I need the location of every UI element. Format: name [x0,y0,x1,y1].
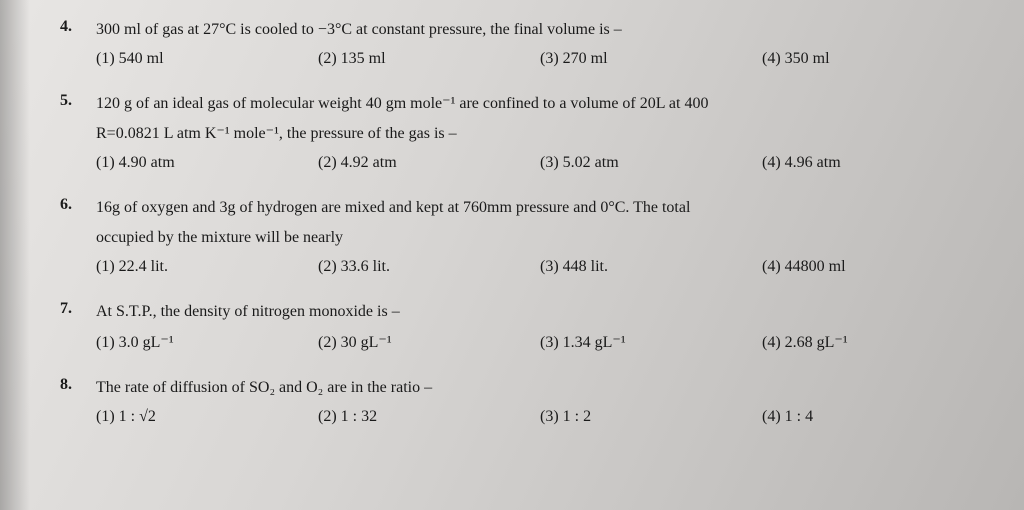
option-4: (4) 2.68 gL⁻¹ [762,330,984,354]
option-2: (2) 33.6 lit. [318,256,540,278]
option-4: (4) 4.96 atm [762,152,984,174]
question-5: 5. 120 g of an ideal gas of molecular we… [60,92,984,174]
question-text-line-2: occupied by the mixture will be nearly [96,226,984,250]
question-text-line-1: 120 g of an ideal gas of molecular weigh… [96,92,984,116]
option-4: (4) 350 ml [762,48,984,70]
exam-page: 4. 300 ml of gas at 27°C is cooled to −3… [0,0,1024,470]
question-text: At S.T.P., the density of nitrogen monox… [96,300,984,324]
question-text-line-1: 16g of oxygen and 3g of hydrogen are mix… [96,196,984,220]
question-8: 8. The rate of diffusion of SO₂ and O₂ a… [60,376,984,428]
option-3: (3) 1 : 2 [540,406,762,428]
option-1: (1) 4.90 atm [96,152,318,174]
question-body: The rate of diffusion of SO₂ and O₂ are … [96,376,984,428]
question-body: 16g of oxygen and 3g of hydrogen are mix… [96,196,984,278]
option-3: (3) 1.34 gL⁻¹ [540,330,762,354]
question-text-line-2: R=0.0821 L atm K⁻¹ mole⁻¹, the pressure … [96,122,984,146]
option-3: (3) 270 ml [540,48,762,70]
question-options: (1) 540 ml (2) 135 ml (3) 270 ml (4) 350… [96,48,984,70]
question-text: 300 ml of gas at 27°C is cooled to −3°C … [96,18,984,42]
question-number: 5. [60,92,96,174]
option-2: (2) 30 gL⁻¹ [318,330,540,354]
question-number: 7. [60,300,96,354]
question-options: (1) 3.0 gL⁻¹ (2) 30 gL⁻¹ (3) 1.34 gL⁻¹ (… [96,330,984,354]
option-4: (4) 1 : 4 [762,406,984,428]
option-1: (1) 1 : √2 [96,406,318,428]
question-number: 4. [60,18,96,70]
question-options: (1) 4.90 atm (2) 4.92 atm (3) 5.02 atm (… [96,152,984,174]
question-options: (1) 1 : √2 (2) 1 : 32 (3) 1 : 2 (4) 1 : … [96,406,984,428]
option-3: (3) 448 lit. [540,256,762,278]
option-2: (2) 135 ml [318,48,540,70]
option-2: (2) 1 : 32 [318,406,540,428]
question-text: The rate of diffusion of SO₂ and O₂ are … [96,376,984,400]
option-2: (2) 4.92 atm [318,152,540,174]
option-1: (1) 540 ml [96,48,318,70]
option-4: (4) 44800 ml [762,256,984,278]
question-number: 8. [60,376,96,428]
question-7: 7. At S.T.P., the density of nitrogen mo… [60,300,984,354]
question-options: (1) 22.4 lit. (2) 33.6 lit. (3) 448 lit.… [96,256,984,278]
option-1: (1) 22.4 lit. [96,256,318,278]
question-body: 120 g of an ideal gas of molecular weigh… [96,92,984,174]
question-body: 300 ml of gas at 27°C is cooled to −3°C … [96,18,984,70]
question-number: 6. [60,196,96,278]
question-body: At S.T.P., the density of nitrogen monox… [96,300,984,354]
question-6: 6. 16g of oxygen and 3g of hydrogen are … [60,196,984,278]
option-3: (3) 5.02 atm [540,152,762,174]
question-4: 4. 300 ml of gas at 27°C is cooled to −3… [60,18,984,70]
option-1: (1) 3.0 gL⁻¹ [96,330,318,354]
